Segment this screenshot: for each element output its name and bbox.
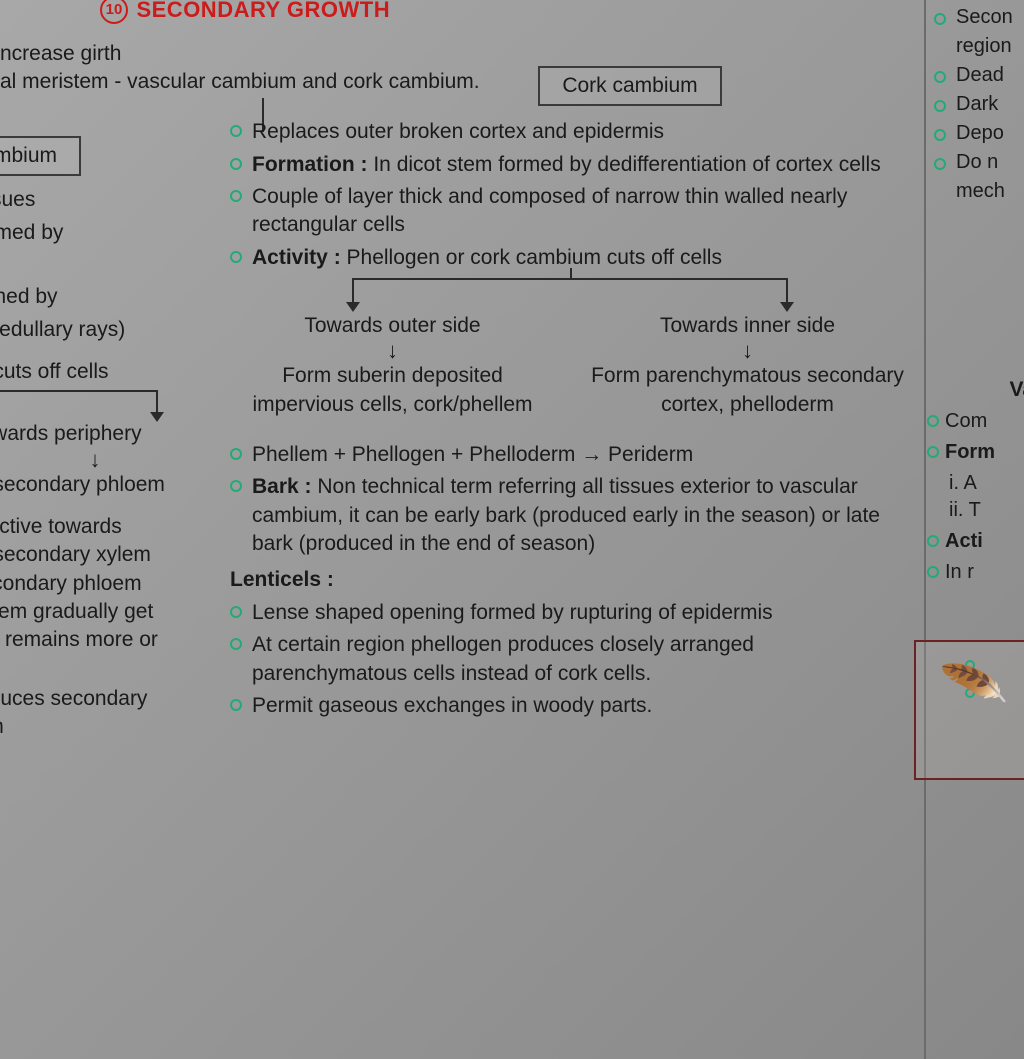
- bullet-item: Couple of layer thick and composed of na…: [230, 183, 910, 240]
- bullet-icon: [230, 606, 242, 618]
- inner-heading: Towards inner side: [585, 312, 910, 340]
- bullet-item: Bark : Non technical term referring all …: [230, 473, 910, 558]
- right-frag: Dead: [956, 64, 1004, 87]
- arrow-down-icon: ↓: [230, 340, 555, 362]
- right-frag: Dark: [956, 93, 998, 116]
- bullet-icon: [927, 446, 939, 458]
- bullet-icon: [927, 535, 939, 547]
- va-frag: i. A: [927, 470, 1024, 497]
- bullet-text: Formation : Formation : In dicot stem fo…: [252, 151, 910, 179]
- outer-heading: Towards outer side: [230, 312, 555, 340]
- bullet-icon: [230, 638, 242, 650]
- bullet-icon: [934, 129, 946, 141]
- va-frag: Acti: [945, 528, 983, 555]
- right-frag: Do n: [956, 151, 998, 174]
- left-frag: tissues: [0, 186, 220, 214]
- branch-outer: Towards outer side ↓ Form suberin deposi…: [230, 312, 555, 419]
- bullet-item: Formation : Formation : In dicot stem fo…: [230, 151, 910, 179]
- va-frag: Form: [945, 439, 995, 466]
- bullet-icon: [927, 566, 939, 578]
- left-frag: em remains more or: [0, 626, 220, 654]
- bullet-item: Permit gaseous exchanges in woody parts.: [230, 692, 910, 720]
- right-frag: region: [934, 35, 1024, 58]
- va-title: Va: [927, 376, 1024, 404]
- va-frag: ii. T: [927, 497, 1024, 524]
- center-column: Cork cambium Replaces outer broken corte…: [230, 60, 910, 724]
- left-frag: m cuts off cells: [0, 358, 220, 386]
- right-frag: Depo: [956, 122, 1004, 145]
- section-number: 10: [100, 0, 128, 24]
- section-header: 10 SECONDARY GROWTH: [100, 0, 390, 24]
- left-frag: f medullary rays): [0, 316, 220, 344]
- periderm-line: Phellem + Phellogen + Phelloderm → Perid…: [252, 441, 910, 469]
- left-branch: Towards periphery ↓ m secondary phloem: [0, 390, 220, 499]
- va-frag: In r: [945, 559, 974, 586]
- left-frag: of secondary xylem: [0, 541, 220, 569]
- left-frag: nloem gradually get: [0, 598, 220, 626]
- lenticels-heading: Lenticels :: [230, 568, 334, 591]
- bark-text: Bark : Non technical term referring all …: [252, 473, 910, 558]
- bullet-item: Lense shaped opening formed by rupturing…: [230, 599, 910, 627]
- lenticel-text: At certain region phellogen produces clo…: [252, 631, 910, 688]
- bullet-icon: [230, 251, 242, 263]
- left-frag: secondary phloem: [0, 570, 220, 598]
- bullet-icon: [230, 448, 242, 460]
- left-frag: tion: [0, 713, 220, 741]
- bullet-icon: [230, 699, 242, 711]
- left-column: mbium tissues formed by nd ormed by f me…: [0, 40, 220, 742]
- bullet-item: Phellem + Phellogen + Phelloderm → Perid…: [230, 441, 910, 469]
- left-frag: e active towards: [0, 513, 220, 541]
- bullet-icon: [230, 190, 242, 202]
- bullet-icon: [230, 480, 242, 492]
- va-fragment-box: Va Com Form i. A ii. T Acti In r: [919, 370, 1024, 596]
- va-frag: Com: [945, 408, 987, 435]
- lenticel-text: Lense shaped opening formed by rupturing…: [252, 599, 910, 627]
- arrow-down-icon: ↓: [585, 340, 910, 362]
- left-frag: ormed by: [0, 283, 220, 311]
- bullet-icon: [934, 71, 946, 83]
- bullet-item: Replaces outer broken cortex and epiderm…: [230, 118, 910, 146]
- arrow-down-icon: ↓: [0, 449, 220, 471]
- bullet-icon: [934, 13, 946, 25]
- quill-decoration-box: 🪶: [914, 640, 1024, 780]
- bullet-item: At certain region phellogen produces clo…: [230, 631, 910, 688]
- left-box-label: mbium: [0, 136, 81, 176]
- bullet-icon: [934, 100, 946, 112]
- cork-cambium-label: Cork cambium: [538, 66, 721, 106]
- bullet-icon: [230, 125, 242, 137]
- left-frag: roduces secondary: [0, 685, 220, 713]
- outer-body: Form suberin deposited impervious cells,…: [230, 362, 555, 419]
- lenticel-text: Permit gaseous exchanges in woody parts.: [252, 692, 910, 720]
- branch-inner: Towards inner side ↓ Form parenchymatous…: [585, 312, 910, 419]
- left-frag: nd: [0, 251, 220, 279]
- inner-body: Form parenchymatous secondary cortex, ph…: [585, 362, 910, 419]
- bullet-icon: [230, 158, 242, 170]
- left-sec-phloem: m secondary phloem: [0, 471, 220, 499]
- right-frag: Secon: [956, 6, 1013, 29]
- section-title: SECONDARY GROWTH: [136, 0, 390, 23]
- activity-branch: Towards outer side ↓ Form suberin deposi…: [230, 278, 910, 419]
- left-frag: formed by: [0, 219, 220, 247]
- quill-icon: 🪶: [938, 649, 1010, 720]
- right-frag: mech: [934, 180, 1024, 203]
- bullet-text: Replaces outer broken cortex and epiderm…: [252, 118, 910, 146]
- left-periphery: Towards periphery: [0, 420, 220, 448]
- bullet-icon: [934, 158, 946, 170]
- bullet-text: Activity : Phellogen or cork cambium cut…: [252, 244, 910, 272]
- bullet-icon: [927, 415, 939, 427]
- bullet-text: Couple of layer thick and composed of na…: [252, 183, 910, 240]
